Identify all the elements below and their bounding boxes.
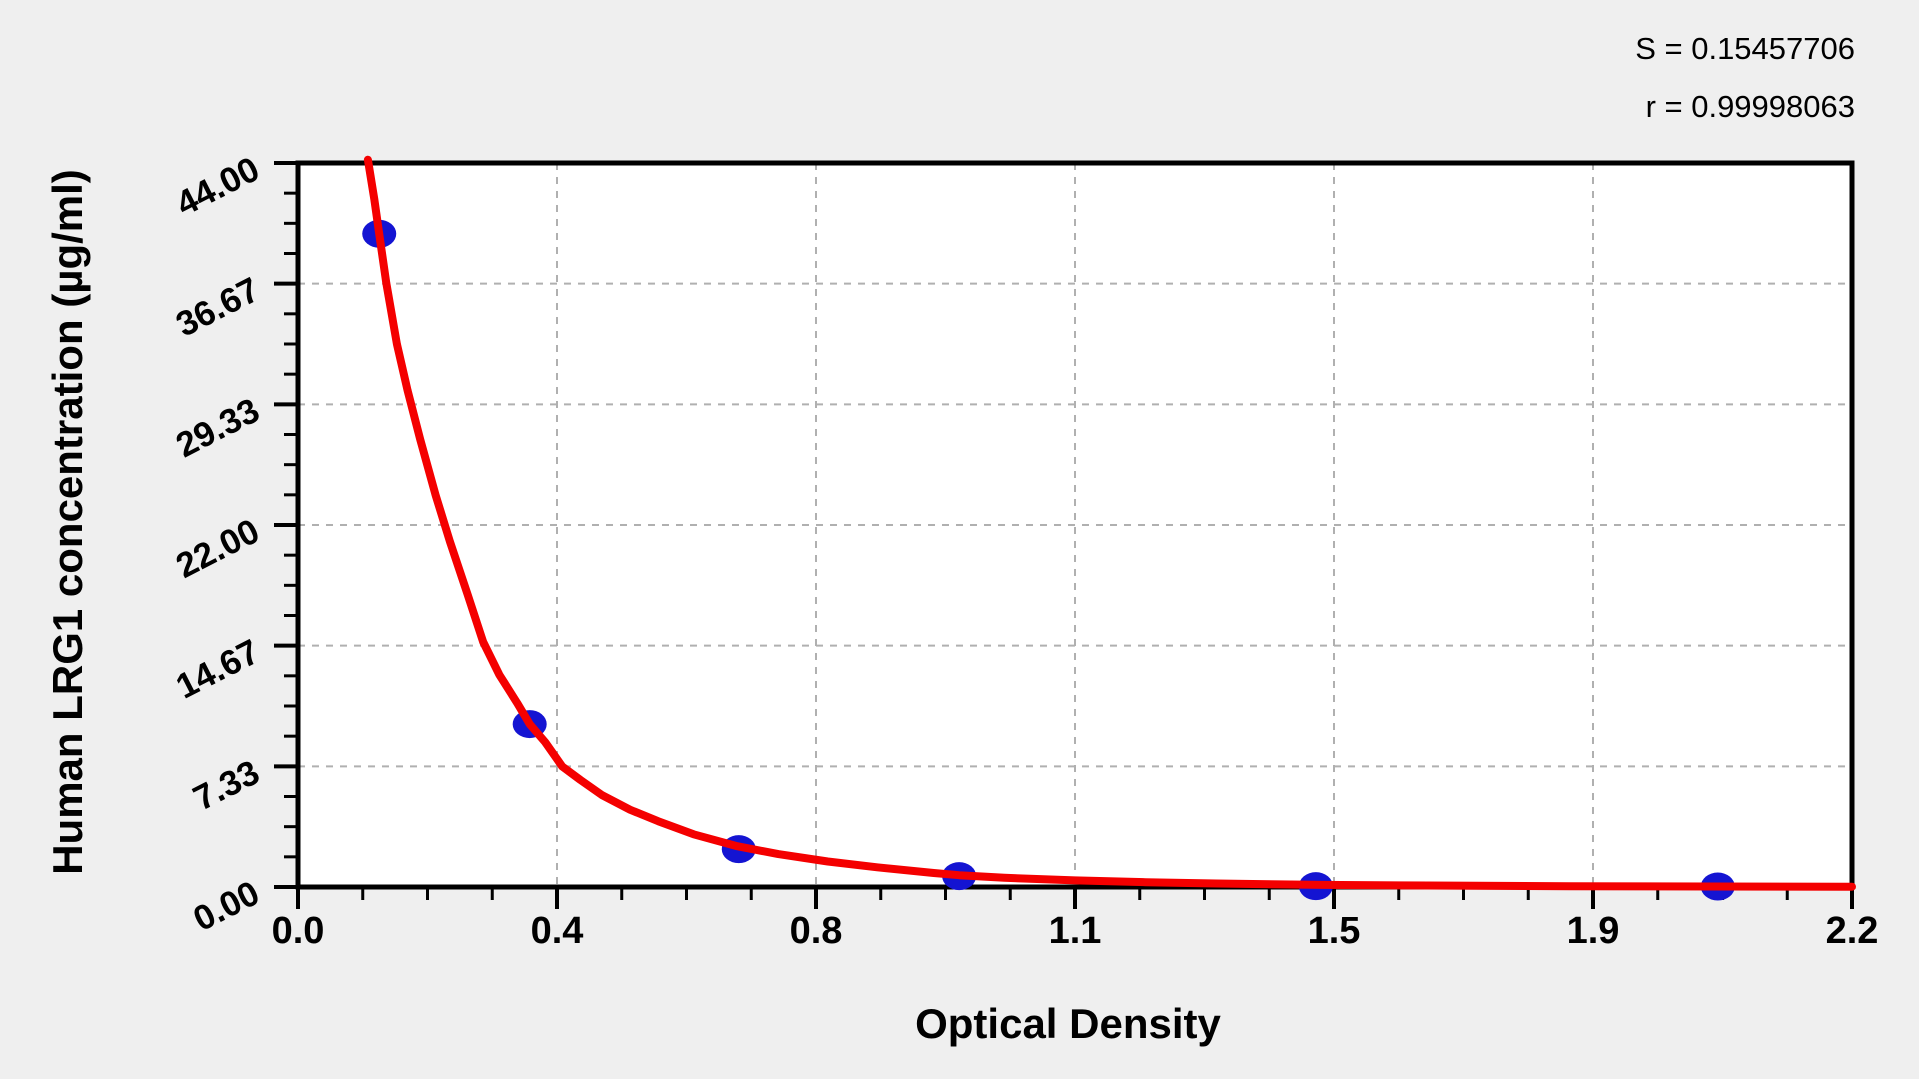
x-axis-title: Optical Density	[915, 1000, 1221, 1047]
y-tick-label: 0.00	[187, 873, 265, 939]
y-tick-label: 44.00	[170, 149, 266, 224]
y-tick-label: 22.00	[170, 511, 266, 586]
x-tick-label: 0.0	[272, 910, 325, 952]
y-tick-label: 29.33	[170, 391, 266, 466]
x-tick-label: 0.4	[531, 910, 584, 952]
fit-statistics: S = 0.15457706 r = 0.99998063	[1635, 20, 1855, 136]
x-tick-label: 1.5	[1308, 910, 1361, 952]
x-tick-label: 0.8	[790, 910, 843, 952]
x-tick-label: 2.2	[1826, 910, 1879, 952]
y-tick-label: 7.33	[187, 753, 265, 819]
x-tick-label: 1.1	[1049, 910, 1102, 952]
y-tick-label: 14.67	[170, 632, 266, 707]
fit-stat-s: S = 0.15457706	[1635, 31, 1855, 66]
y-tick-label: 36.67	[170, 270, 266, 345]
fit-stat-r: r = 0.99998063	[1645, 89, 1855, 124]
x-tick-label: 1.9	[1567, 910, 1620, 952]
fitted-curve	[363, 155, 1856, 891]
